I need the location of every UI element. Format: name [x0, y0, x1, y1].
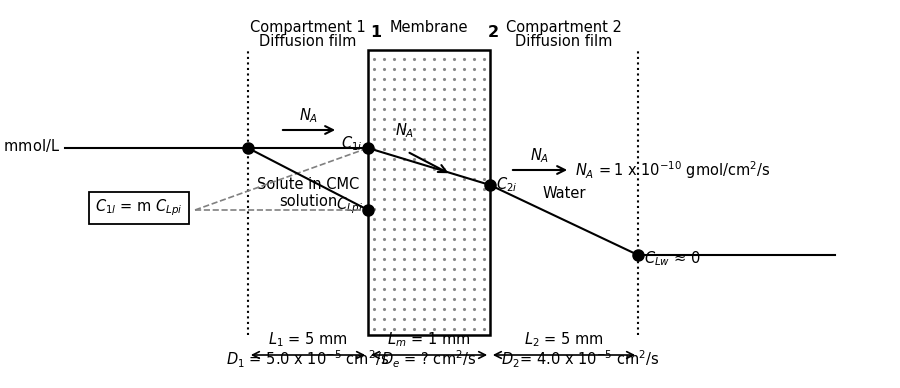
Text: $C_{1l}$ = m $C_{Lpi}$: $C_{1l}$ = m $C_{Lpi}$	[95, 198, 183, 218]
Text: $N_A$: $N_A$	[395, 121, 415, 140]
Text: $C_{2i}$: $C_{2i}$	[496, 176, 518, 194]
Bar	[368, 50, 490, 335]
Text: $N_A$: $N_A$	[530, 146, 550, 165]
Text: Compartment 1: Compartment 1	[250, 20, 366, 35]
Text: $D_2$= 4.0 x 10$^{-5}$ cm$^2$/s: $D_2$= 4.0 x 10$^{-5}$ cm$^2$/s	[500, 348, 660, 370]
Text: 2: 2	[488, 25, 500, 40]
Text: $C_{Lpi}$: $C_{Lpi}$	[336, 196, 363, 216]
Text: $D_e$ = ? cm$^2$/s: $D_e$ = ? cm$^2$/s	[382, 348, 477, 370]
Text: $N_A$: $N_A$	[300, 106, 319, 125]
Text: $N_A$ = 1 x 10$^{-10}$ gmol/cm$^2$/s: $N_A$ = 1 x 10$^{-10}$ gmol/cm$^2$/s	[575, 159, 770, 181]
Text: $C_{Lp}$ = 10 mmol/L: $C_{Lp}$ = 10 mmol/L	[0, 138, 60, 158]
Text: Water: Water	[542, 185, 586, 201]
Text: Diffusion film: Diffusion film	[516, 34, 613, 49]
Text: $C_{Lw}$ ≈ 0: $C_{Lw}$ ≈ 0	[644, 249, 701, 268]
Text: $L_1$ = 5 mm: $L_1$ = 5 mm	[268, 330, 348, 349]
Text: $L_m$ = 1 mm: $L_m$ = 1 mm	[387, 330, 471, 349]
Text: Diffusion film: Diffusion film	[259, 34, 356, 49]
Text: 1: 1	[370, 25, 381, 40]
Text: Solute in CMC
solution: Solute in CMC solution	[256, 177, 359, 209]
Text: $C_{1i}$: $C_{1i}$	[341, 135, 363, 153]
Text: Compartment 2: Compartment 2	[506, 20, 622, 35]
Text: Membrane: Membrane	[390, 20, 468, 35]
Text: $L_2$ = 5 mm: $L_2$ = 5 mm	[524, 330, 604, 349]
Text: $D_1$ = 5.0 x 10$^{-5}$ cm$^2$/s: $D_1$ = 5.0 x 10$^{-5}$ cm$^2$/s	[227, 348, 390, 370]
